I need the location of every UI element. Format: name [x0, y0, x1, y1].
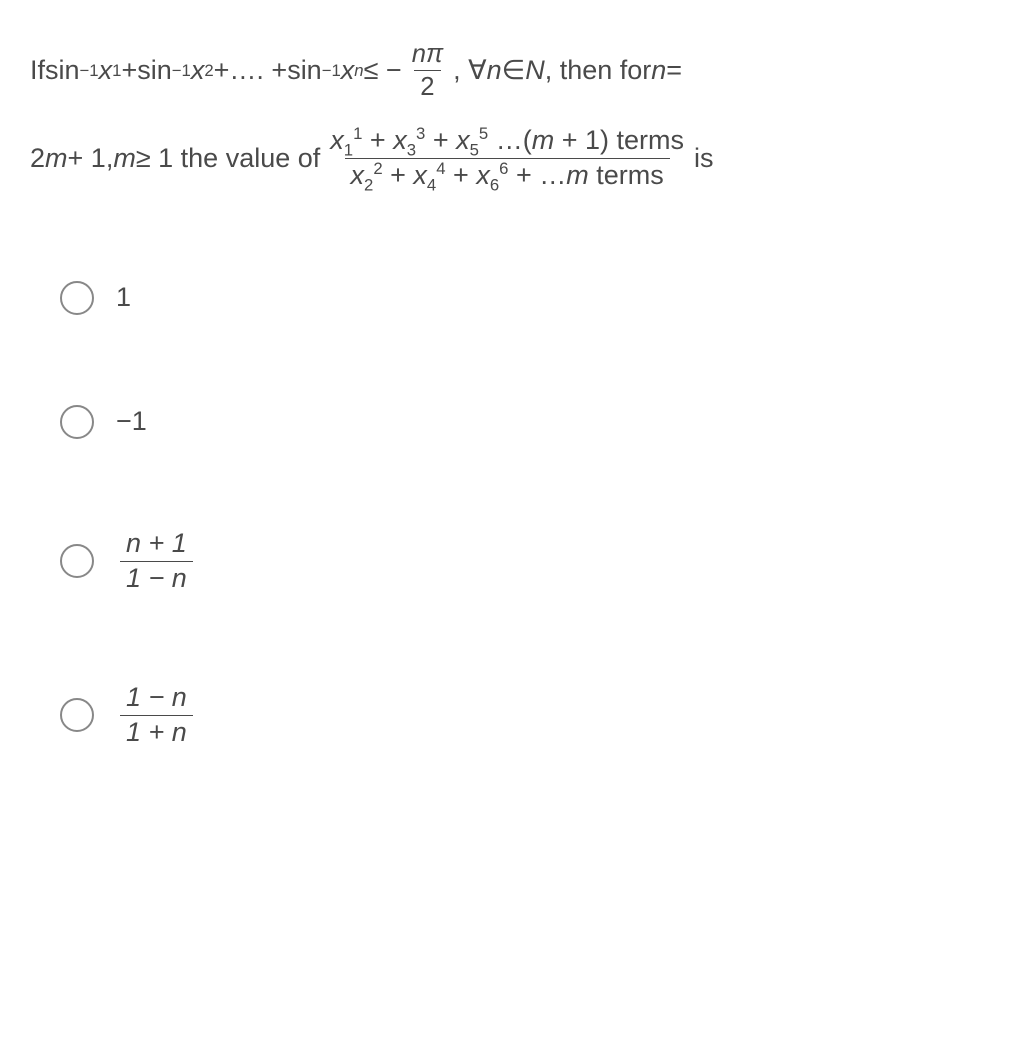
text: + 1, [68, 137, 114, 180]
fraction: nπ 2 [406, 40, 449, 101]
var-m: m [45, 137, 68, 180]
num: nπ [412, 40, 443, 68]
options-list: 1 −1 n + 1 1 − n 1 − n 1 + n [30, 281, 1004, 748]
option-label: 1 [116, 282, 131, 313]
question-text: If sin −1 x 1 + sin −1 x 2 +…. + sin −1 … [30, 40, 1004, 191]
radio-icon [60, 405, 94, 439]
set-N: N [525, 49, 545, 92]
text: + … [508, 160, 566, 190]
sup: 5 [479, 124, 488, 143]
sup: 2 [373, 159, 382, 178]
text: + [446, 160, 477, 190]
text: + [425, 125, 456, 155]
var-x: x [351, 160, 365, 190]
radio-icon [60, 281, 94, 315]
text: If [30, 49, 45, 92]
sub: 2 [364, 176, 373, 195]
text: terms [589, 160, 664, 190]
option-label: −1 [116, 406, 147, 437]
text: sin [45, 49, 80, 92]
text: ≤ − [364, 49, 402, 92]
text: +…. + [214, 49, 288, 92]
num: 1 − n [126, 682, 187, 712]
numerator: x11 + x33 + x55 …(m + 1) terms [324, 126, 690, 158]
sub: 6 [490, 176, 499, 195]
var-m: m [113, 137, 136, 180]
var-x: x [99, 49, 113, 92]
text: ∈ [502, 49, 526, 92]
text: sin [137, 49, 172, 92]
page: If sin −1 x 1 + sin −1 x 2 +…. + sin −1 … [0, 0, 1024, 768]
sub: 4 [427, 176, 436, 195]
sub: 3 [407, 141, 416, 160]
den: 1 + n [126, 717, 187, 747]
radio-icon [60, 698, 94, 732]
text: + [121, 49, 137, 92]
text: sin [287, 49, 322, 92]
text: , ∀ [453, 49, 486, 92]
radio-icon [60, 544, 94, 578]
text: = [666, 49, 682, 92]
sub: 5 [470, 141, 479, 160]
var-m: m [566, 160, 589, 190]
var-x: x [456, 125, 470, 155]
sup: 1 [353, 124, 362, 143]
sub: 1 [344, 141, 353, 160]
var-x: x [191, 49, 205, 92]
var-x: x [330, 125, 344, 155]
sup: 3 [416, 124, 425, 143]
question-line-1: If sin −1 x 1 + sin −1 x 2 +…. + sin −1 … [30, 40, 1004, 101]
text: …( [488, 125, 532, 155]
var-m: m [532, 125, 555, 155]
var-x: x [476, 160, 490, 190]
den: 2 [414, 70, 440, 101]
question-line-2: 2 m + 1, m ≥ 1 the value of x11 + x33 + … [30, 126, 1004, 190]
option-a[interactable]: 1 [60, 281, 1004, 315]
var-n: n [487, 49, 502, 92]
num: n + 1 [126, 528, 187, 558]
text: ≥ 1 the value of [136, 137, 320, 180]
option-b[interactable]: −1 [60, 405, 1004, 439]
text: + [383, 160, 414, 190]
den: 1 − n [126, 563, 187, 593]
option-d[interactable]: 1 − n 1 + n [60, 683, 1004, 747]
var-x: x [413, 160, 427, 190]
text: 2 [30, 137, 45, 180]
main-fraction: x11 + x33 + x55 …(m + 1) terms x22 + x44… [324, 126, 690, 190]
text: + 1) terms [554, 125, 684, 155]
var-x: x [393, 125, 407, 155]
sup: 4 [436, 159, 445, 178]
text: + [362, 125, 393, 155]
text: is [694, 137, 714, 180]
denominator: x22 + x44 + x66 + …m terms [345, 158, 670, 191]
var-x: x [341, 49, 355, 92]
text: , then for [545, 49, 652, 92]
option-c[interactable]: n + 1 1 − n [60, 529, 1004, 593]
option-fraction: 1 − n 1 + n [120, 683, 193, 747]
option-fraction: n + 1 1 − n [120, 529, 193, 593]
var-n: n [651, 49, 666, 92]
